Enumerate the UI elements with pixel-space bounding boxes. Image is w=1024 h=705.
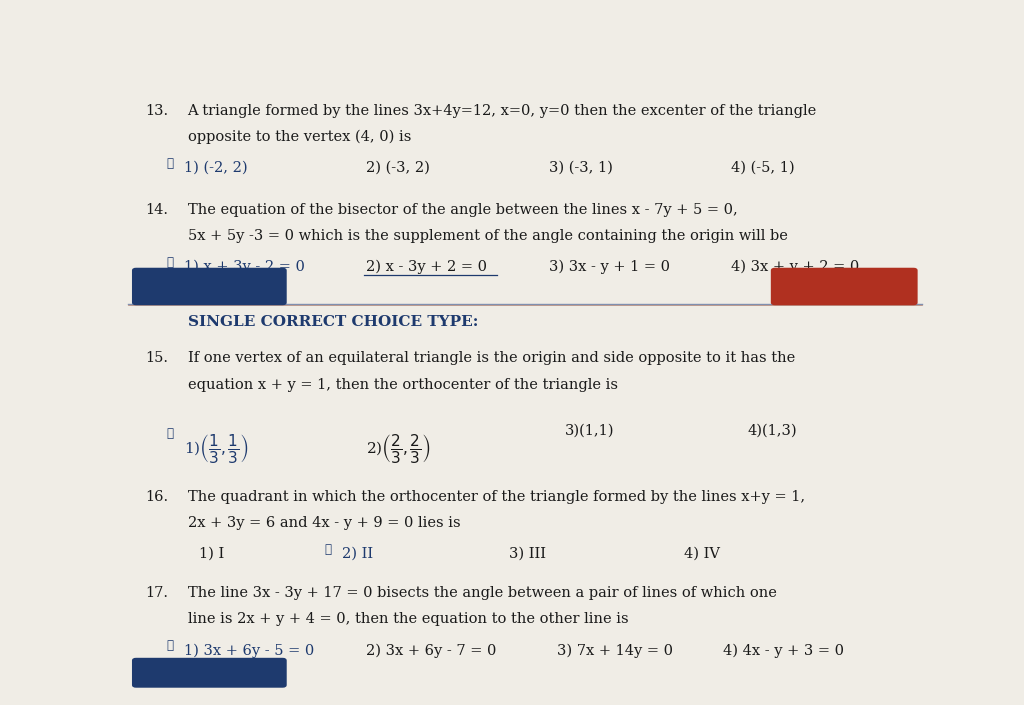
Text: 2)$\left(\dfrac{2}{3},\dfrac{2}{3}\right)$: 2)$\left(\dfrac{2}{3},\dfrac{2}{3}\right… xyxy=(367,432,431,465)
Text: 4) 3x + y + 2 = 0: 4) 3x + y + 2 = 0 xyxy=(731,260,859,274)
Text: The line 3x - 3y + 17 = 0 bisects the angle between a pair of lines of which one: The line 3x - 3y + 17 = 0 bisects the an… xyxy=(187,586,776,600)
Text: A triangle formed by the lines 3x+4y=12, x=0, y=0 then the excenter of the trian: A triangle formed by the lines 3x+4y=12,… xyxy=(187,104,817,118)
Text: The quadrant in which the orthocenter of the triangle formed by the lines x+y = : The quadrant in which the orthocenter of… xyxy=(187,489,805,503)
Text: 16.: 16. xyxy=(145,489,169,503)
Text: ✓: ✓ xyxy=(166,157,173,170)
Text: ✓: ✓ xyxy=(166,639,173,652)
Text: 2) II: 2) II xyxy=(342,547,374,561)
Text: 1) I: 1) I xyxy=(200,547,224,561)
Text: ✓: ✓ xyxy=(166,427,173,440)
Text: 1) x + 3y - 2 = 0: 1) x + 3y - 2 = 0 xyxy=(183,260,304,274)
Text: ✓: ✓ xyxy=(325,543,332,556)
Text: 1) 3x + 6y - 5 = 0: 1) 3x + 6y - 5 = 0 xyxy=(183,643,313,658)
Text: 3) III: 3) III xyxy=(509,547,546,561)
Text: JEE MAIN: JEE MAIN xyxy=(145,270,237,288)
Text: 4) (-5, 1): 4) (-5, 1) xyxy=(731,161,795,175)
Text: 2x + 3y = 6 and 4x - y + 9 = 0 lies is: 2x + 3y = 6 and 4x - y + 9 = 0 lies is xyxy=(187,515,460,529)
Text: line is 2x + y + 4 = 0, then the equation to the other line is: line is 2x + y + 4 = 0, then the equatio… xyxy=(187,612,628,626)
Text: 1) (-2, 2): 1) (-2, 2) xyxy=(183,161,247,175)
Text: 4)(1,3): 4)(1,3) xyxy=(748,424,797,438)
Text: JEE MAIN: JEE MAIN xyxy=(145,661,237,679)
Text: 3) (-3, 1): 3) (-3, 1) xyxy=(549,161,612,175)
Text: 3) 3x - y + 1 = 0: 3) 3x - y + 1 = 0 xyxy=(549,260,670,274)
Text: If one vertex of an equilateral triangle is the origin and side opposite to it h: If one vertex of an equilateral triangle… xyxy=(187,352,795,365)
Text: 4) 4x - y + 3 = 0: 4) 4x - y + 3 = 0 xyxy=(723,643,844,658)
Text: 14.: 14. xyxy=(145,202,169,216)
Text: equation x + y = 1, then the orthocenter of the triangle is: equation x + y = 1, then the orthocenter… xyxy=(187,377,617,391)
Text: 15.: 15. xyxy=(145,352,169,365)
FancyBboxPatch shape xyxy=(771,268,918,305)
Text: 2) 3x + 6y - 7 = 0: 2) 3x + 6y - 7 = 0 xyxy=(367,643,497,658)
Text: The equation of the bisector of the angle between the lines x - 7y + 5 = 0,: The equation of the bisector of the angl… xyxy=(187,202,737,216)
FancyBboxPatch shape xyxy=(132,268,287,305)
Text: 17.: 17. xyxy=(145,586,169,600)
Text: 3)(1,1): 3)(1,1) xyxy=(564,424,614,438)
Text: 2) x - 3y + 2 = 0: 2) x - 3y + 2 = 0 xyxy=(367,260,487,274)
Text: LEVEL - 4: LEVEL - 4 xyxy=(800,270,893,288)
Text: 2) (-3, 2): 2) (-3, 2) xyxy=(367,161,430,175)
Text: 4) IV: 4) IV xyxy=(684,547,720,561)
Text: SINGLE CORRECT CHOICE TYPE:: SINGLE CORRECT CHOICE TYPE: xyxy=(187,315,478,329)
Text: 5x + 5y -3 = 0 which is the supplement of the angle containing the origin will b: 5x + 5y -3 = 0 which is the supplement o… xyxy=(187,228,787,243)
Text: 3) 7x + 14y = 0: 3) 7x + 14y = 0 xyxy=(557,643,673,658)
FancyBboxPatch shape xyxy=(132,658,287,687)
Text: 13.: 13. xyxy=(145,104,169,118)
Text: 1)$\left(\dfrac{1}{3},\dfrac{1}{3}\right)$: 1)$\left(\dfrac{1}{3},\dfrac{1}{3}\right… xyxy=(183,432,249,465)
Text: ✓: ✓ xyxy=(166,256,173,269)
Text: opposite to the vertex (4, 0) is: opposite to the vertex (4, 0) is xyxy=(187,130,411,144)
